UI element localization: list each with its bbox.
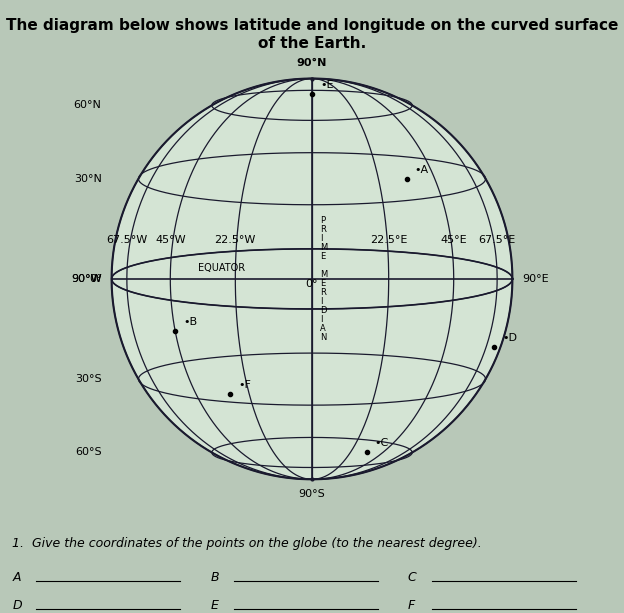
Text: •A: •A	[414, 165, 429, 175]
Text: 67.5°E: 67.5°E	[479, 235, 516, 245]
Text: •D: •D	[502, 333, 517, 343]
Text: 90°S: 90°S	[299, 489, 325, 500]
Text: •B: •B	[183, 317, 197, 327]
Text: A: A	[12, 571, 21, 584]
Text: 30°S: 30°S	[75, 374, 102, 384]
Text: 60°S: 60°S	[75, 447, 102, 457]
Text: 90°W: 90°W	[71, 274, 102, 284]
Text: 0°: 0°	[306, 279, 318, 289]
Text: 90°N: 90°N	[297, 58, 327, 69]
Text: F: F	[408, 598, 415, 612]
Text: C: C	[408, 571, 417, 584]
Text: EQUATOR: EQUATOR	[198, 263, 245, 273]
Text: E: E	[210, 598, 218, 612]
Text: 90°W: 90°W	[71, 274, 102, 284]
Text: B: B	[210, 571, 219, 584]
Text: •E: •E	[320, 80, 333, 91]
Text: The diagram below shows latitude and longitude on the curved surface of the Eart: The diagram below shows latitude and lon…	[6, 18, 618, 51]
Text: 1.  Give the coordinates of the points on the globe (to the nearest degree).: 1. Give the coordinates of the points on…	[12, 537, 482, 550]
Text: 45°E: 45°E	[441, 235, 467, 245]
Text: 22.5°W: 22.5°W	[215, 235, 256, 245]
Text: 60°N: 60°N	[74, 101, 102, 110]
Text: 67.5°W: 67.5°W	[106, 235, 147, 245]
Text: •C: •C	[374, 438, 389, 449]
Text: D: D	[12, 598, 22, 612]
Text: 0°: 0°	[89, 274, 102, 284]
Text: 30°N: 30°N	[74, 173, 102, 184]
Text: 90°E: 90°E	[522, 274, 549, 284]
Text: P
R
I
M
E
 
M
E
R
I
D
I
A
N: P R I M E M E R I D I A N	[320, 216, 327, 342]
Circle shape	[112, 78, 512, 479]
Text: 22.5°E: 22.5°E	[370, 235, 407, 245]
Text: 45°W: 45°W	[155, 235, 185, 245]
Text: •F: •F	[238, 380, 251, 390]
